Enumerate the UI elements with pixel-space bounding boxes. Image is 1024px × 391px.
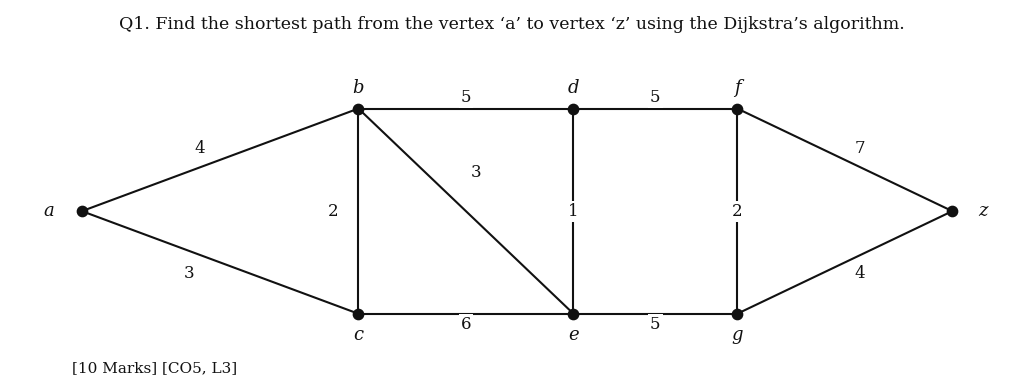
Text: 2: 2 — [328, 203, 338, 220]
Text: d: d — [567, 79, 580, 97]
Point — [565, 310, 582, 317]
Point — [565, 106, 582, 112]
Text: 4: 4 — [195, 140, 205, 157]
Text: a: a — [44, 202, 54, 220]
Text: 5: 5 — [650, 89, 660, 106]
Text: 6: 6 — [461, 316, 471, 334]
Point — [729, 106, 745, 112]
Text: g: g — [731, 326, 743, 344]
Point — [729, 310, 745, 317]
Text: [10 Marks] [CO5, L3]: [10 Marks] [CO5, L3] — [72, 361, 237, 375]
Text: c: c — [353, 326, 364, 344]
Text: Q1. Find the shortest path from the vertex ‘a’ to vertex ‘z’ using the Dijkstra’: Q1. Find the shortest path from the vert… — [119, 16, 905, 32]
Text: 3: 3 — [471, 164, 481, 181]
Text: b: b — [352, 79, 365, 97]
Text: 3: 3 — [184, 265, 195, 282]
Point — [350, 310, 367, 317]
Point — [350, 106, 367, 112]
Text: 4: 4 — [855, 265, 865, 282]
Text: z: z — [978, 202, 988, 220]
Text: e: e — [568, 326, 579, 344]
Text: 2: 2 — [732, 203, 742, 220]
Text: 5: 5 — [461, 89, 471, 106]
Text: f: f — [734, 79, 740, 97]
Text: 1: 1 — [568, 203, 579, 220]
Point — [74, 208, 90, 214]
Point — [944, 208, 961, 214]
Text: 5: 5 — [650, 316, 660, 334]
Text: 7: 7 — [855, 140, 865, 157]
